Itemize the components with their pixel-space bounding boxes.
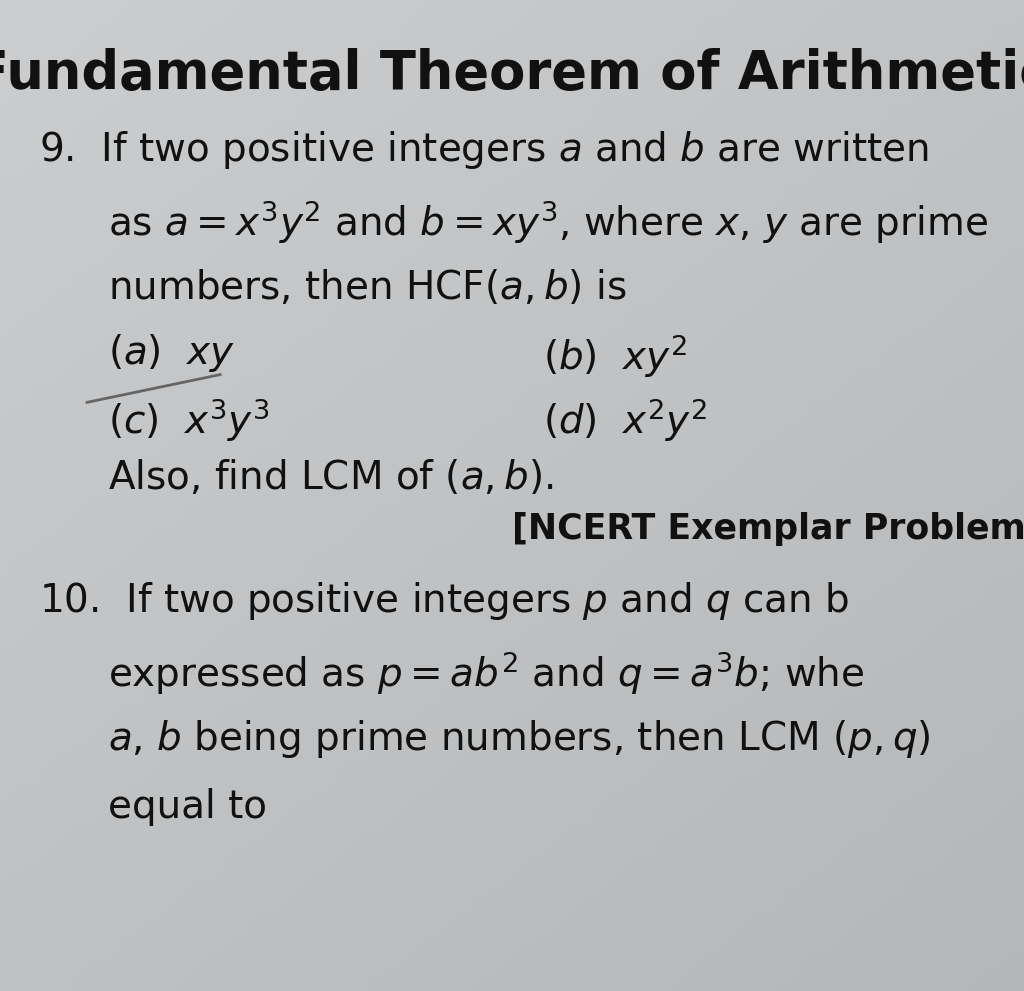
Text: 9.  If two positive integers $a$ and $b$ are written: 9. If two positive integers $a$ and $b$ … <box>39 129 929 170</box>
Text: $(b)$  $xy^2$: $(b)$ $xy^2$ <box>543 332 687 380</box>
Text: Fundamental Theorem of Arithmetic: Fundamental Theorem of Arithmetic <box>0 48 1024 99</box>
Text: $(a)$  $xy$: $(a)$ $xy$ <box>108 332 234 374</box>
Text: expressed as $p = ab^2$ and $q = a^3b$; whe: expressed as $p = ab^2$ and $q = a^3b$; … <box>108 649 864 697</box>
Text: [NCERT Exemplar Problems; Delhi 2019: [NCERT Exemplar Problems; Delhi 2019 <box>512 512 1024 546</box>
Text: equal to: equal to <box>108 788 266 826</box>
Text: $(c)$  $x^3y^3$: $(c)$ $x^3y^3$ <box>108 396 269 444</box>
Text: 10.  If two positive integers $p$ and $q$ can b: 10. If two positive integers $p$ and $q$… <box>39 580 849 621</box>
Text: $a$, $b$ being prime numbers, then LCM $(p, q)$: $a$, $b$ being prime numbers, then LCM $… <box>108 718 930 760</box>
Text: $(d)$  $x^2y^2$: $(d)$ $x^2y^2$ <box>543 396 707 444</box>
Text: as $a = x^3y^2$ and $b = xy^3$, where $x$, $y$ are prime: as $a = x^3y^2$ and $b = xy^3$, where $x… <box>108 198 988 246</box>
Text: Also, find LCM of $(a, b)$.: Also, find LCM of $(a, b)$. <box>108 458 553 496</box>
Text: numbers, then HCF$(a, b)$ is: numbers, then HCF$(a, b)$ is <box>108 268 626 306</box>
